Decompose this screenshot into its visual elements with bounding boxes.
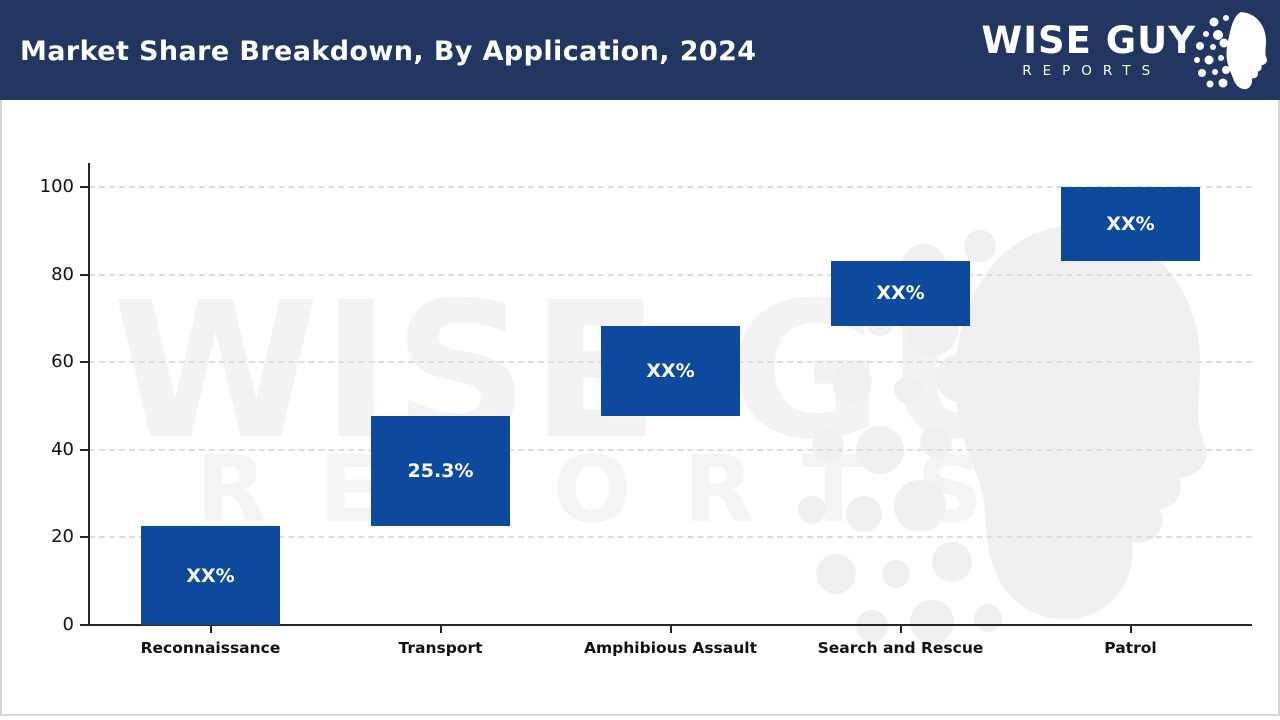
x-tick-mark <box>1129 625 1132 633</box>
y-tick-label: 60 <box>51 351 74 373</box>
gridline-80 <box>89 273 1252 276</box>
x-tick-mark <box>439 625 442 633</box>
gridline-100 <box>89 186 1252 188</box>
bar-value-label: XX% <box>646 359 695 382</box>
gridline-20 <box>89 536 1252 539</box>
x-category-label: Transport <box>398 639 483 657</box>
bar-transport: 25.3% <box>371 415 510 527</box>
y-tick-mark <box>80 536 89 539</box>
brand-tagline: REPORTS <box>1022 63 1162 79</box>
bar-value-label: XX% <box>186 564 235 587</box>
y-tick-label: 0 <box>62 614 74 635</box>
y-tick-mark <box>80 624 89 626</box>
x-tick-mark <box>669 625 672 633</box>
y-tick-mark <box>80 186 89 188</box>
page-title: Market Share Breakdown, By Application, … <box>20 36 757 67</box>
x-tick-mark <box>209 625 212 633</box>
bar-amphibious-assault: XX% <box>601 325 740 416</box>
x-category-label: Search and Rescue <box>817 639 984 657</box>
bar-value-label: 25.3% <box>407 460 474 483</box>
y-tick-mark <box>80 361 89 364</box>
bar-reconnaissance: XX% <box>141 526 280 625</box>
gridline-40 <box>89 448 1252 451</box>
y-axis-line <box>88 163 90 626</box>
y-tick-mark <box>80 448 89 451</box>
brand-logo: WISE GUY REPORTS <box>981 8 1270 92</box>
x-category-label: Reconnaissance <box>140 639 281 657</box>
bar-value-label: XX% <box>1106 213 1155 235</box>
dotted-head-profile-icon <box>1194 12 1267 90</box>
header: Market Share Breakdown, By Application, … <box>0 0 1280 100</box>
brand-logo-text: WISE GUY REPORTS <box>981 19 1196 80</box>
y-tick-label: 80 <box>51 263 74 285</box>
brand-name: WISE GUY <box>981 19 1196 62</box>
x-tick-mark <box>899 625 902 633</box>
y-tick-label: 100 <box>39 176 74 197</box>
bar-patrol: XX% <box>1061 187 1200 262</box>
x-category-label: Patrol <box>1104 639 1157 657</box>
y-tick-label: 20 <box>51 526 74 548</box>
y-tick-label: 40 <box>51 438 74 460</box>
bar-value-label: XX% <box>876 282 925 305</box>
bar-search-and-rescue: XX% <box>831 261 970 326</box>
y-tick-mark <box>80 273 89 276</box>
x-category-label: Amphibious Assault <box>584 639 757 657</box>
